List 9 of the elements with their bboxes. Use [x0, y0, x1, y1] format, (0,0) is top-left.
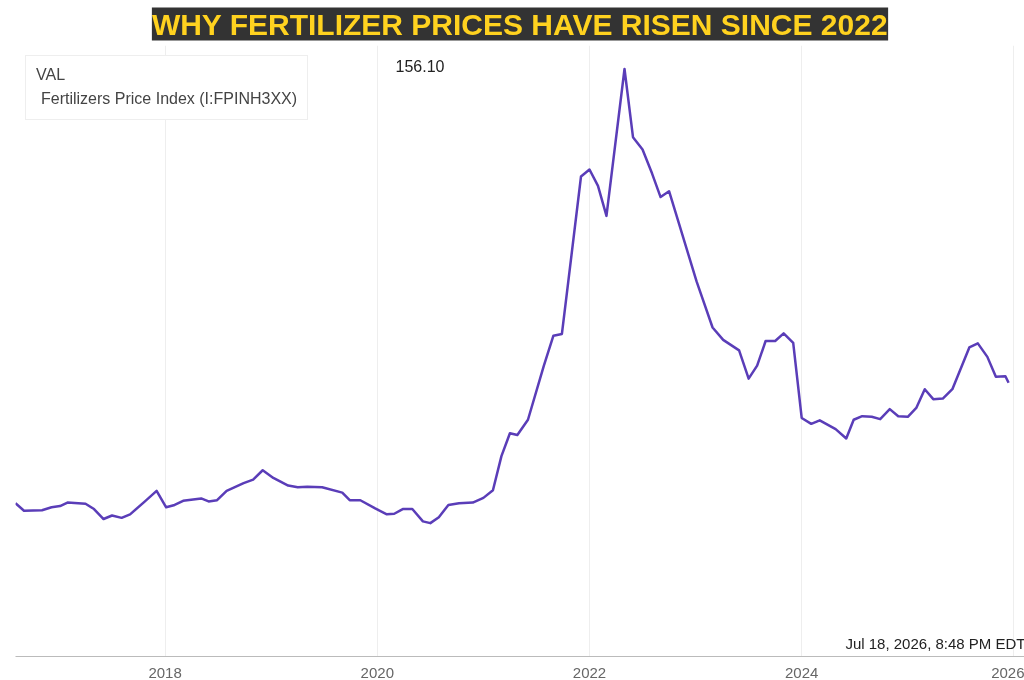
text: Fertilizers Price Index (I:FPINH3XX): [41, 90, 298, 108]
x-tick-label: 2024: [785, 663, 819, 680]
x-tick-label: 2022: [572, 663, 607, 680]
legend-title: VAL: [36, 66, 67, 84]
x-tick-label: 2018: [148, 663, 182, 680]
chart-title: WHY FERTILIZER PRICES HAVE RISEN SINCE 2022: [151, 7, 888, 41]
x-tick-label: 2020: [360, 663, 394, 680]
x-tick-label: 2026: [991, 663, 1024, 680]
annotation: 156.10: [395, 57, 445, 75]
